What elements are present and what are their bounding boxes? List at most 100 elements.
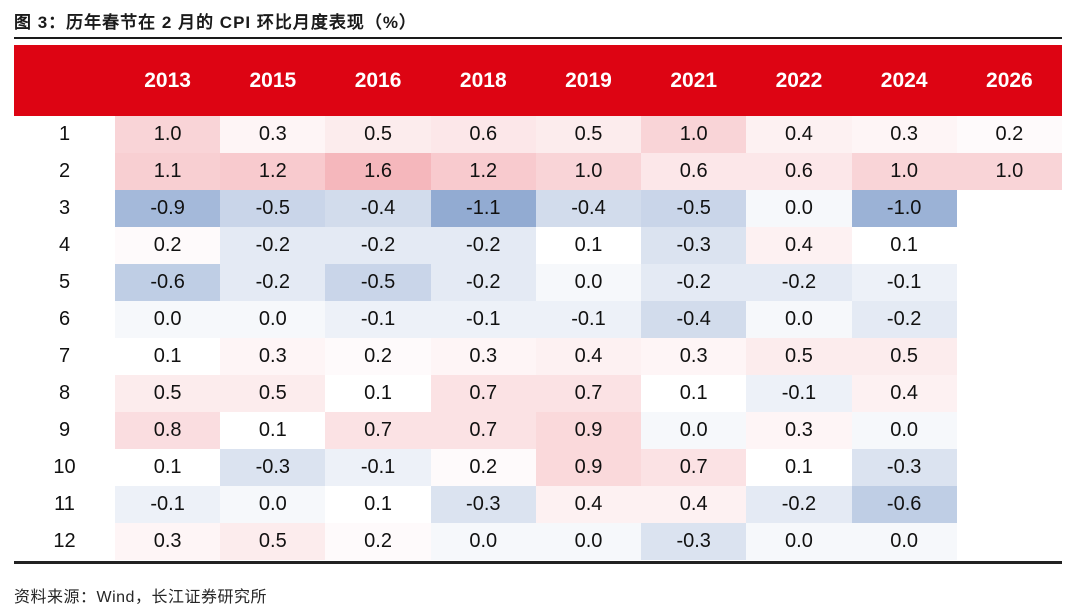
value-cell: 0.7: [430, 375, 536, 412]
value-cell: -0.2: [325, 227, 431, 264]
table-row: 11 -0.1 0.0 0.1 -0.3 0.4 0.4 -0.2 -0.6: [14, 486, 1062, 523]
header-row: 2013 2015 2016 2018 2019 2021 2022 2024 2026: [14, 45, 1062, 116]
value-cell: -0.5: [641, 190, 747, 227]
month-label: 9: [14, 412, 115, 449]
month-label: 11: [14, 486, 115, 523]
value-cell: 0.4: [535, 338, 642, 375]
table-bottom-divider: [14, 561, 1062, 564]
value-cell: 1.2: [220, 153, 326, 190]
value-cell: 0.2: [325, 338, 431, 375]
value-cell: [956, 412, 1062, 449]
value-cell: 0.1: [641, 375, 747, 412]
value-cell: 0.9: [535, 412, 642, 449]
value-cell: 0.5: [325, 116, 431, 153]
value-cell: 0.4: [535, 486, 642, 523]
year-header: 2019: [535, 45, 642, 116]
value-cell: -0.2: [220, 227, 326, 264]
value-cell: 0.5: [115, 375, 221, 412]
value-cell: -1.0: [851, 190, 957, 227]
year-header: 2026: [956, 45, 1062, 116]
table-row: 8 0.5 0.5 0.1 0.7 0.7 0.1 -0.1 0.4: [14, 375, 1062, 412]
value-cell: 1.0: [851, 153, 957, 190]
year-header: 2018: [430, 45, 536, 116]
value-cell: 0.7: [430, 412, 536, 449]
month-label: 3: [14, 190, 115, 227]
value-cell: -0.1: [325, 449, 431, 486]
value-cell: 0.0: [746, 301, 852, 338]
value-cell: 0.3: [220, 116, 326, 153]
source-note: 资料来源：Wind，长江证券研究所: [14, 589, 267, 606]
value-cell: 0.0: [535, 264, 642, 301]
value-cell: -0.6: [851, 486, 957, 523]
value-cell: 0.6: [746, 153, 852, 190]
value-cell: 0.0: [641, 412, 747, 449]
value-cell: [956, 301, 1062, 338]
value-cell: 0.7: [641, 449, 747, 486]
year-header: 2013: [115, 45, 221, 116]
value-cell: 1.0: [535, 153, 642, 190]
year-header: 2022: [746, 45, 852, 116]
value-cell: -0.2: [220, 264, 326, 301]
title-divider: [14, 37, 1062, 39]
value-cell: -0.3: [220, 449, 326, 486]
value-cell: -0.2: [746, 264, 852, 301]
value-cell: 0.1: [851, 227, 957, 264]
value-cell: 1.6: [325, 153, 431, 190]
year-header: 2016: [325, 45, 431, 116]
value-cell: [956, 227, 1062, 264]
value-cell: -0.4: [535, 190, 642, 227]
value-cell: 0.3: [746, 412, 852, 449]
month-label: 1: [14, 116, 115, 153]
value-cell: 0.3: [115, 523, 221, 560]
month-label: 5: [14, 264, 115, 301]
value-cell: 0.0: [220, 486, 326, 523]
table-row: 12 0.3 0.5 0.2 0.0 0.0 -0.3 0.0 0.0: [14, 523, 1062, 560]
value-cell: 0.1: [220, 412, 326, 449]
value-cell: [956, 190, 1062, 227]
value-cell: -0.3: [641, 227, 747, 264]
value-cell: [956, 523, 1062, 560]
value-cell: 0.0: [851, 412, 957, 449]
value-cell: 0.4: [746, 116, 852, 153]
table-row: 1 1.0 0.3 0.5 0.6 0.5 1.0 0.4 0.3 0.2: [14, 116, 1062, 153]
value-cell: 0.0: [430, 523, 536, 560]
value-cell: 0.3: [851, 116, 957, 153]
value-cell: -0.3: [430, 486, 536, 523]
year-header: 2015: [220, 45, 326, 116]
value-cell: 0.5: [851, 338, 957, 375]
value-cell: 0.0: [535, 523, 642, 560]
table-row: 2 1.1 1.2 1.6 1.2 1.0 0.6 0.6 1.0 1.0: [14, 153, 1062, 190]
value-cell: -0.2: [746, 486, 852, 523]
month-label: 2: [14, 153, 115, 190]
value-cell: 0.4: [641, 486, 747, 523]
value-cell: 0.1: [115, 449, 221, 486]
table-row: 10 0.1 -0.3 -0.1 0.2 0.9 0.7 0.1 -0.3: [14, 449, 1062, 486]
table-header: 2013 2015 2016 2018 2019 2021 2022 2024 2026: [14, 45, 1062, 116]
value-cell: 0.4: [851, 375, 957, 412]
value-cell: 0.7: [325, 412, 431, 449]
value-cell: 0.1: [115, 338, 221, 375]
value-cell: 0.8: [115, 412, 221, 449]
value-cell: -0.1: [430, 301, 536, 338]
cpi-heatmap-table: 2013 2015 2016 2018 2019 2021 2022 2024 2026 1 1.…: [14, 45, 1062, 560]
month-label: 4: [14, 227, 115, 264]
value-cell: -0.5: [220, 190, 326, 227]
value-cell: 0.6: [641, 153, 747, 190]
value-cell: 0.6: [430, 116, 536, 153]
corner-cell: [14, 45, 115, 116]
value-cell: 0.5: [220, 523, 326, 560]
value-cell: [956, 449, 1062, 486]
value-cell: -0.1: [115, 486, 221, 523]
value-cell: 0.1: [746, 449, 852, 486]
value-cell: 0.2: [115, 227, 221, 264]
value-cell: 1.1: [115, 153, 221, 190]
value-cell: [956, 338, 1062, 375]
value-cell: -1.1: [430, 190, 536, 227]
value-cell: 0.2: [430, 449, 536, 486]
value-cell: 0.5: [535, 116, 642, 153]
value-cell: 1.0: [641, 116, 747, 153]
year-header: 2021: [641, 45, 747, 116]
table-row: 4 0.2 -0.2 -0.2 -0.2 0.1 -0.3 0.4 0.1: [14, 227, 1062, 264]
table-row: 7 0.1 0.3 0.2 0.3 0.4 0.3 0.5 0.5: [14, 338, 1062, 375]
